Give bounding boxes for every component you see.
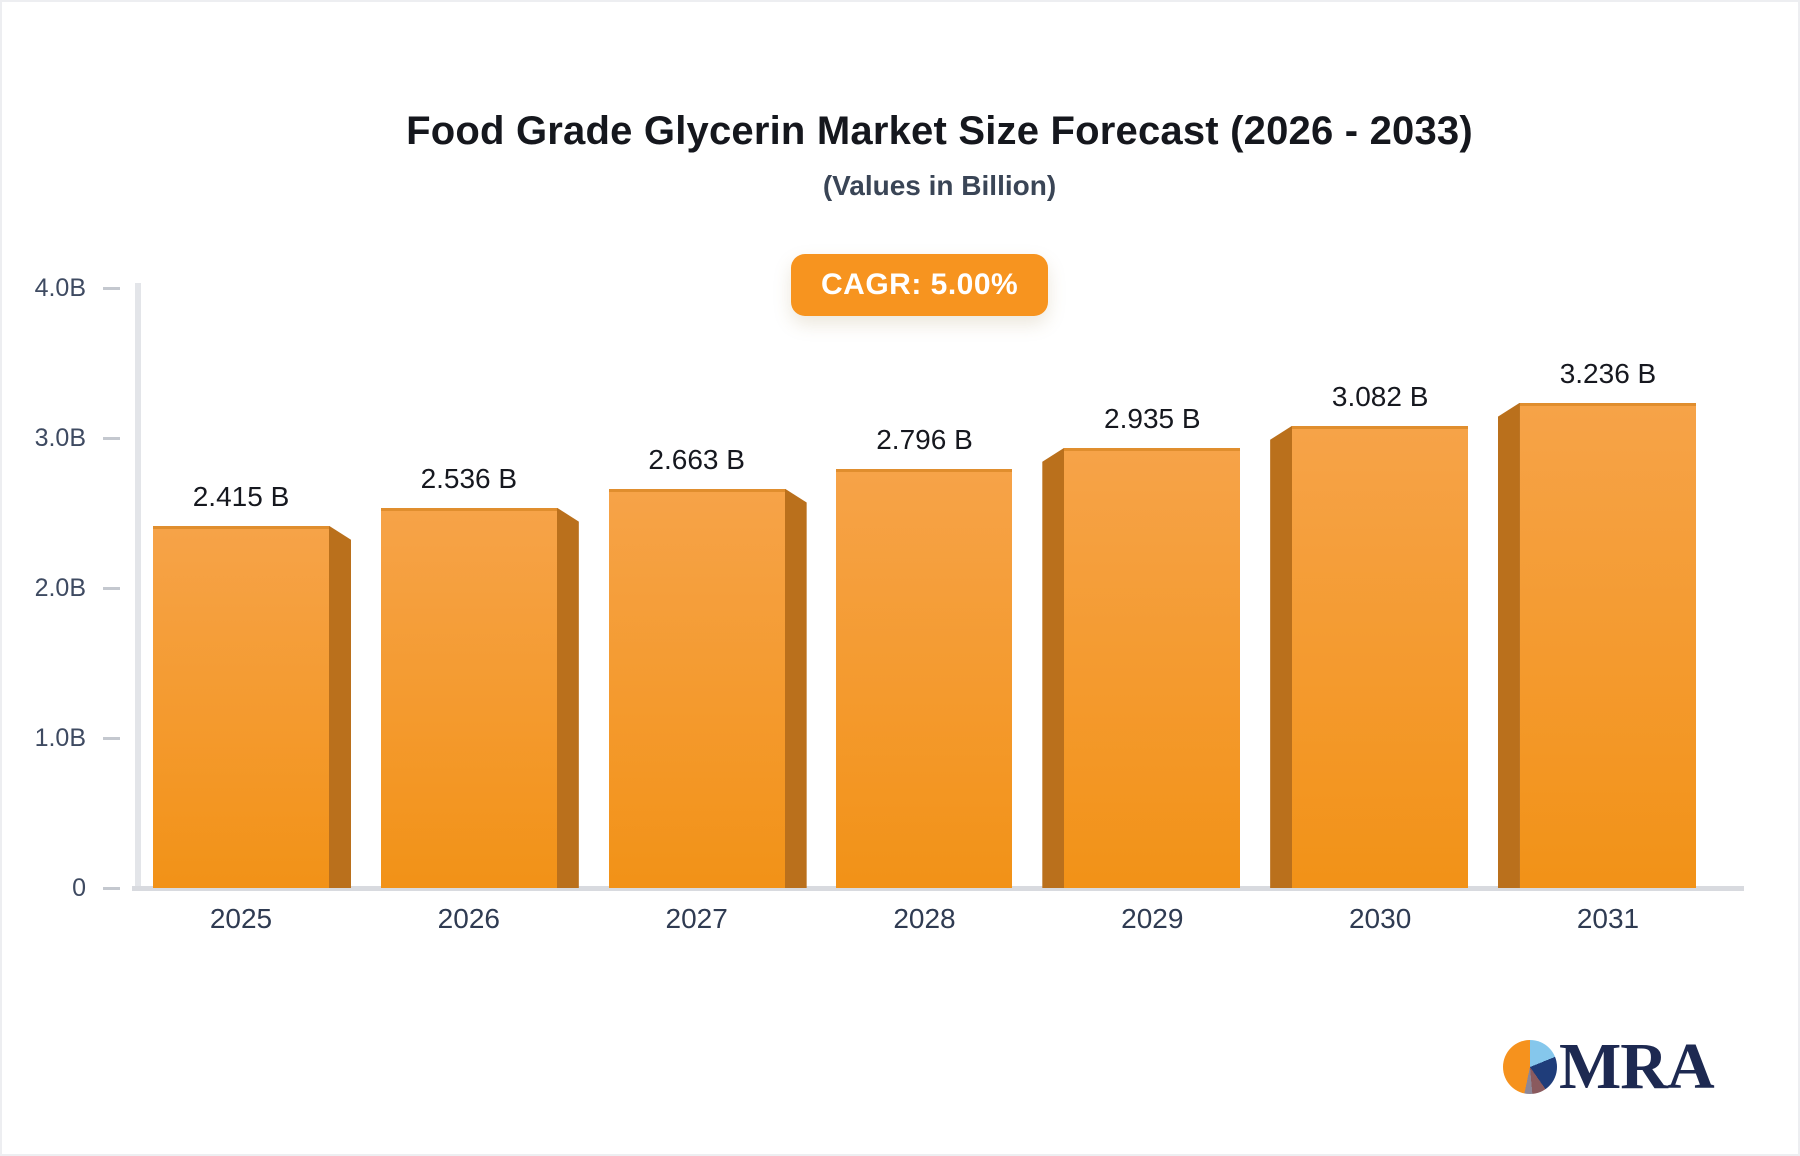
x-axis-label-2025: 2025 (209, 903, 273, 934)
brand-logo: MRA (1503, 1030, 1715, 1103)
y-axis-tick-label: 3.0B (34, 424, 86, 452)
bar-2031[interactable] (1519, 402, 1696, 888)
bar-value-label: 2.935 B (1104, 402, 1201, 434)
chart-title: Food Grade Glycerin Market Size Forecast… (406, 109, 1473, 153)
cagr-badge: CAGR: 5.00% (791, 254, 1049, 316)
y-axis-tick-label: 1.0B (34, 724, 86, 752)
y-axis-tick-mark (103, 287, 120, 290)
x-axis-label-2026: 2026 (437, 903, 500, 934)
bar-value-label: 2.796 B (876, 423, 973, 455)
x-axis-label-2027: 2027 (665, 903, 728, 934)
bar-value-label: 3.236 B (1559, 357, 1657, 389)
bar-2029[interactable] (1064, 447, 1241, 888)
x-axis-line (132, 886, 1744, 891)
bar-side-face (1270, 425, 1293, 888)
bar-2027[interactable] (608, 488, 785, 888)
y-axis-tick-label: 0 (72, 874, 86, 902)
bar-value-label: 3.082 B (1331, 380, 1429, 412)
y-axis-tick-label: 2.0B (34, 574, 86, 602)
x-axis-label-2030: 2030 (1348, 903, 1412, 934)
bar-side-face (329, 525, 351, 888)
y-axis-tick-label: 4.0B (34, 274, 86, 302)
pie-chart-icon (1503, 1040, 1557, 1094)
chart-subtitle: (Values in Billion) (822, 170, 1057, 201)
bar-side-face (1042, 447, 1065, 888)
chart-header: Food Grade Glycerin Market Size Forecast… (135, 108, 1744, 202)
bar-2025[interactable] (153, 525, 329, 888)
y-axis-tick-mark (103, 737, 120, 740)
bar-side-face (1497, 402, 1520, 888)
bar-2028[interactable] (836, 468, 1013, 888)
bar-2026[interactable] (380, 507, 557, 888)
brand-logo-text: MRA (1559, 1030, 1715, 1103)
y-axis-line (135, 283, 141, 891)
y-axis-tick-mark (103, 587, 120, 590)
y-axis-tick-mark (103, 437, 120, 440)
bar-2030[interactable] (1292, 425, 1469, 888)
bar-value-label: 2.663 B (648, 443, 745, 475)
x-axis-label-2031: 2031 (1576, 903, 1640, 934)
bar-side-face (556, 507, 579, 888)
bar-side-face (784, 488, 807, 888)
x-axis-label-2029: 2029 (1121, 903, 1184, 934)
bar-value-label: 2.536 B (420, 462, 518, 494)
y-axis-tick-mark (103, 887, 120, 890)
x-axis-label-2028: 2028 (893, 903, 956, 934)
bar-value-label: 2.415 B (192, 480, 290, 512)
